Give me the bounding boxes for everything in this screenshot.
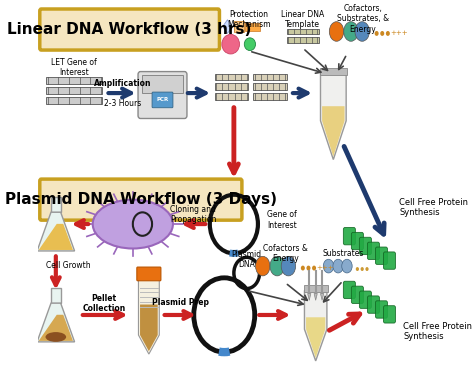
FancyBboxPatch shape [40,179,242,220]
Bar [215,83,248,90]
Bar [46,87,102,94]
Ellipse shape [323,259,334,273]
Text: Pellet
Collection: Pellet Collection [82,294,126,313]
Ellipse shape [329,22,344,41]
FancyBboxPatch shape [359,237,372,255]
Text: Cloning and
Propagation: Cloning and Propagation [170,205,216,224]
Text: Plasmid
DNA: Plasmid DNA [232,250,262,269]
Circle shape [374,31,379,36]
Bar [234,21,244,32]
Text: Linear DNA Workflow (3 hrs): Linear DNA Workflow (3 hrs) [8,22,252,37]
Circle shape [380,31,384,36]
Ellipse shape [270,256,284,276]
Polygon shape [306,317,325,358]
Polygon shape [304,291,327,361]
Polygon shape [320,294,324,300]
FancyBboxPatch shape [367,242,380,259]
Polygon shape [140,305,158,351]
Circle shape [365,267,369,271]
Ellipse shape [222,35,239,54]
Polygon shape [37,303,74,342]
Text: LET Gene of
Interest: LET Gene of Interest [51,58,97,77]
Polygon shape [223,20,232,33]
Circle shape [301,265,305,270]
Bar [142,74,183,93]
Polygon shape [314,294,317,300]
Circle shape [312,265,316,270]
Ellipse shape [46,332,66,342]
FancyBboxPatch shape [359,291,372,308]
Circle shape [356,267,359,271]
Text: Cofactors &
Energy: Cofactors & Energy [263,244,308,263]
Ellipse shape [333,259,343,273]
FancyBboxPatch shape [152,92,173,108]
Polygon shape [39,315,73,341]
Bar [46,77,102,84]
Ellipse shape [344,22,358,41]
FancyBboxPatch shape [343,227,356,245]
Text: Cell Growth: Cell Growth [46,261,91,270]
Text: +++: +++ [390,30,408,36]
Ellipse shape [342,259,352,273]
Text: PCR: PCR [156,97,169,102]
Text: 2-3 Hours: 2-3 Hours [104,99,141,108]
Polygon shape [51,288,61,303]
FancyBboxPatch shape [343,281,356,299]
FancyBboxPatch shape [137,267,161,281]
FancyBboxPatch shape [375,247,387,264]
Polygon shape [308,294,311,300]
Bar [215,93,248,100]
Text: Amplification: Amplification [94,79,151,88]
FancyBboxPatch shape [40,9,219,50]
Ellipse shape [255,256,270,276]
Bar [253,93,287,100]
FancyBboxPatch shape [375,301,387,318]
Polygon shape [322,106,345,157]
Circle shape [307,265,310,270]
Text: Protection
Mechanism: Protection Mechanism [228,10,271,29]
Bar [46,97,102,104]
Text: Substrates: Substrates [322,249,364,258]
Bar [287,29,319,35]
FancyBboxPatch shape [383,306,395,323]
Ellipse shape [93,200,173,249]
Text: Cell Free Protein
Synthesis: Cell Free Protein Synthesis [403,322,472,341]
Polygon shape [51,197,61,212]
Bar [215,74,248,80]
Text: Gene of
Interest: Gene of Interest [267,211,297,230]
Bar [304,285,328,293]
Text: Cell Free Protein
Synthesis: Cell Free Protein Synthesis [399,198,468,217]
Polygon shape [320,74,346,159]
Text: Plasmid Prep: Plasmid Prep [152,298,209,307]
Bar [245,23,260,30]
Bar [253,83,287,90]
Polygon shape [138,278,159,354]
Polygon shape [37,212,74,251]
FancyBboxPatch shape [367,296,380,313]
Bar [319,68,347,76]
Bar [287,37,319,43]
FancyBboxPatch shape [351,286,364,303]
FancyBboxPatch shape [351,232,364,250]
Ellipse shape [281,256,296,276]
Ellipse shape [244,38,255,50]
Text: Linear DNA
Template: Linear DNA Template [281,10,325,29]
Text: Cofactors,
Substrates, &
Energy: Cofactors, Substrates, & Energy [337,4,389,34]
FancyBboxPatch shape [138,71,187,118]
Bar [253,74,287,80]
Circle shape [386,31,390,36]
Text: +++: +++ [317,265,334,271]
Ellipse shape [355,22,369,41]
Polygon shape [39,224,73,250]
FancyBboxPatch shape [383,252,395,269]
Text: Plasmid DNA Workflow (3 Days): Plasmid DNA Workflow (3 Days) [5,192,277,207]
Circle shape [361,267,364,271]
